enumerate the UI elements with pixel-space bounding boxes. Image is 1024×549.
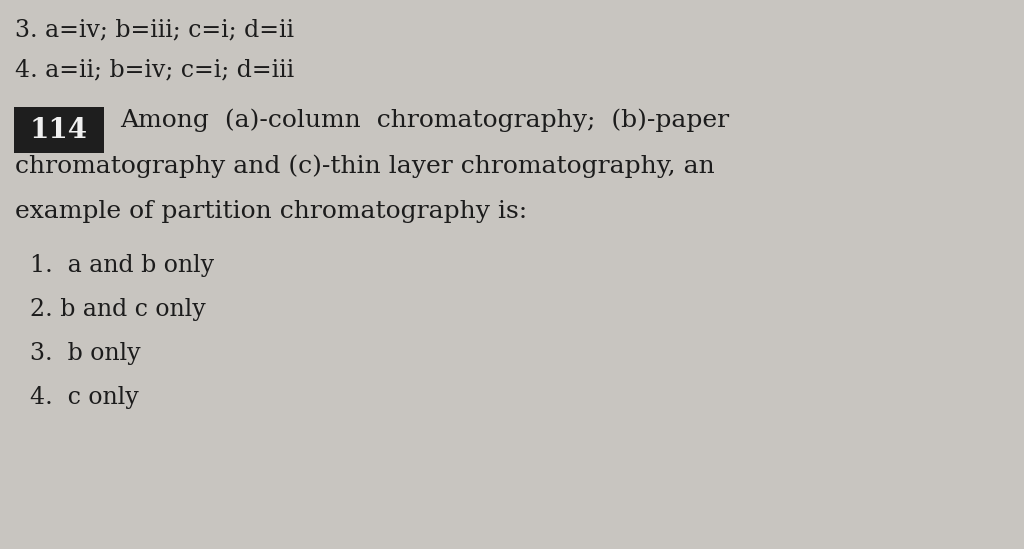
Text: 4. a=ii; b=iv; c=i; d=iii: 4. a=ii; b=iv; c=i; d=iii [15, 58, 294, 81]
Text: 114: 114 [30, 116, 88, 143]
FancyBboxPatch shape [14, 107, 104, 153]
Text: 3. a=iv; b=iii; c=i; d=ii: 3. a=iv; b=iii; c=i; d=ii [15, 18, 294, 41]
Text: 4.  c only: 4. c only [30, 386, 138, 409]
Text: 1.  a and b only: 1. a and b only [30, 254, 214, 277]
Text: 2. b and c only: 2. b and c only [30, 298, 206, 321]
Text: Among  (a)-column  chromatography;  (b)-paper: Among (a)-column chromatography; (b)-pap… [120, 108, 729, 132]
Text: example of partition chromatography is:: example of partition chromatography is: [15, 200, 527, 223]
Text: 3.  b only: 3. b only [30, 342, 140, 365]
Text: chromatography and (c)-thin layer chromatography, an: chromatography and (c)-thin layer chroma… [15, 154, 715, 177]
